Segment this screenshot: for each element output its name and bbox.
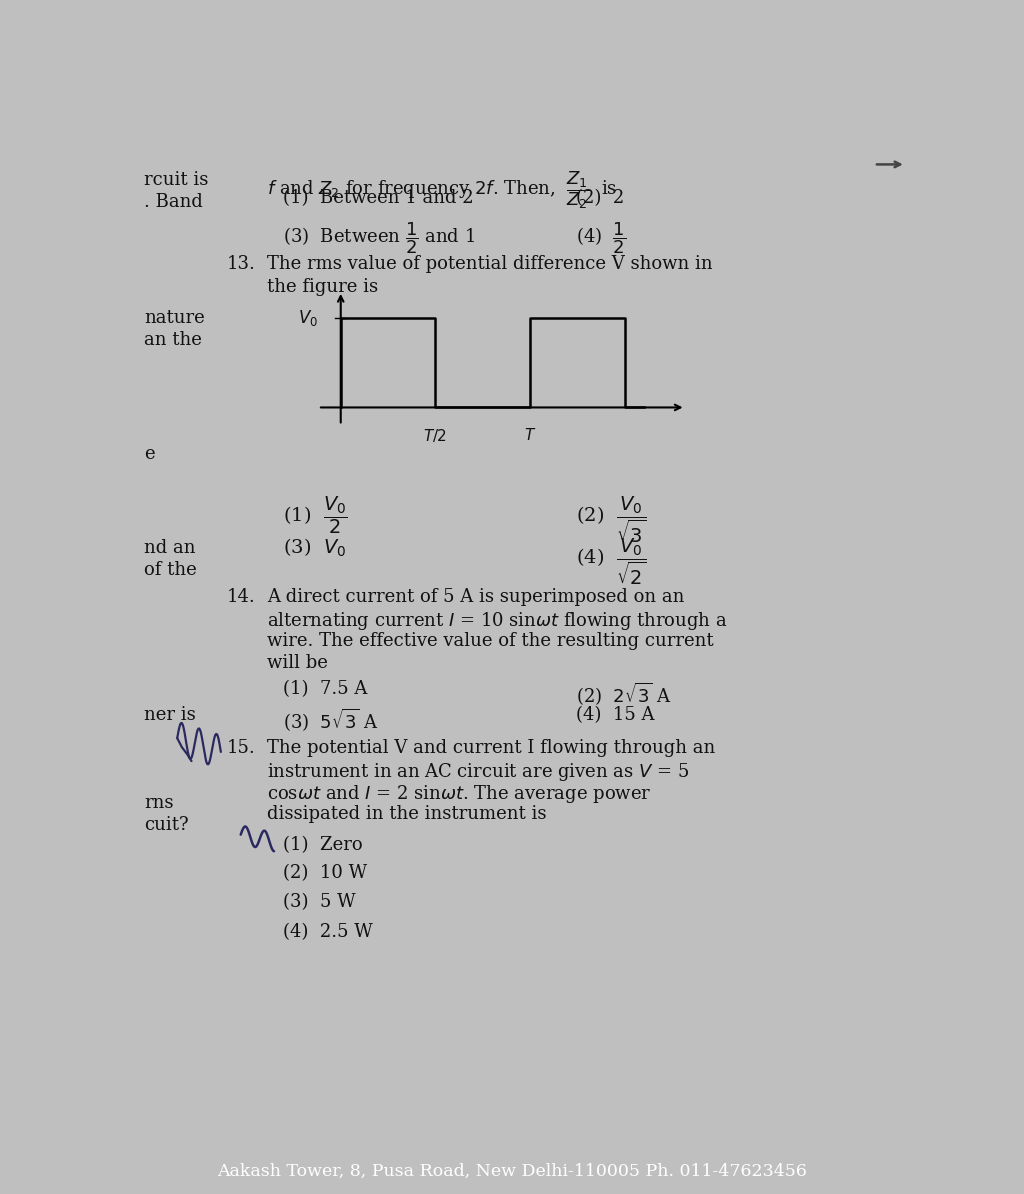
Text: instrument in an AC circuit are given as $V$ = 5: instrument in an AC circuit are given as… [267,761,689,783]
Text: (2)  $\dfrac{V_0}{\sqrt{3}}$: (2) $\dfrac{V_0}{\sqrt{3}}$ [577,494,647,546]
Text: rns: rns [143,794,173,812]
Text: nd an: nd an [143,538,196,556]
Text: . Band: . Band [143,193,203,211]
Text: (4)  2.5 W: (4) 2.5 W [283,923,373,941]
Text: A direct current of 5 A is superimposed on an: A direct current of 5 A is superimposed … [267,589,684,607]
Text: the figure is: the figure is [267,277,378,295]
Text: $f$ and $Z_2$ for frequency $2f$. Then,  $\dfrac{Z_1}{Z_2}$  is: $f$ and $Z_2$ for frequency $2f$. Then, … [267,170,616,210]
Text: $T$: $T$ [524,427,537,443]
Text: 15.: 15. [227,739,256,757]
Text: (1)  7.5 A: (1) 7.5 A [283,681,368,698]
Text: cuit?: cuit? [143,817,188,835]
Text: (3)  $V_0$: (3) $V_0$ [283,537,346,559]
Text: (3)  $5\sqrt{3}$ A: (3) $5\sqrt{3}$ A [283,706,379,733]
Text: rcuit is: rcuit is [143,171,208,189]
Text: (1)  Zero: (1) Zero [283,837,362,855]
Text: $T/2$: $T/2$ [423,427,447,444]
Text: (3)  Between $\dfrac{1}{2}$ and 1: (3) Between $\dfrac{1}{2}$ and 1 [283,221,475,257]
Text: (2)  2: (2) 2 [577,189,625,208]
Text: (1)  $\dfrac{V_0}{2}$: (1) $\dfrac{V_0}{2}$ [283,494,347,536]
Text: Aakash Tower, 8, Pusa Road, New Delhi-110005 Ph. 011-47623456: Aakash Tower, 8, Pusa Road, New Delhi-11… [217,1163,807,1180]
Text: (3)  5 W: (3) 5 W [283,893,355,911]
Text: (2)  10 W: (2) 10 W [283,864,367,882]
Text: The rms value of potential difference V shown in: The rms value of potential difference V … [267,256,713,273]
Text: ner is: ner is [143,706,196,724]
Text: nature: nature [143,309,205,327]
Text: (4)  15 A: (4) 15 A [577,706,655,724]
Text: wire. The effective value of the resulting current: wire. The effective value of the resulti… [267,633,714,651]
Text: The potential V and current I flowing through an: The potential V and current I flowing th… [267,739,715,757]
Text: (1)  Between 1 and 2: (1) Between 1 and 2 [283,189,473,208]
Text: 14.: 14. [227,589,256,607]
Text: dissipated in the instrument is: dissipated in the instrument is [267,805,547,823]
Text: (4)  $\dfrac{1}{2}$: (4) $\dfrac{1}{2}$ [577,221,627,257]
Text: e: e [143,445,155,463]
Text: 13.: 13. [227,256,256,273]
Text: will be: will be [267,654,328,672]
Text: alternating current $I$ = 10 sin$\omega t$ flowing through a: alternating current $I$ = 10 sin$\omega … [267,610,727,633]
Text: an the: an the [143,331,202,349]
Text: (4)  $\dfrac{V_0}{\sqrt{2}}$: (4) $\dfrac{V_0}{\sqrt{2}}$ [577,537,647,587]
Text: of the: of the [143,561,197,579]
Text: (2)  $2\sqrt{3}$ A: (2) $2\sqrt{3}$ A [577,681,672,707]
Text: $V_0$: $V_0$ [298,308,318,328]
Text: cos$\omega t$ and $I$ = 2 sin$\omega t$. The average power: cos$\omega t$ and $I$ = 2 sin$\omega t$.… [267,783,651,805]
